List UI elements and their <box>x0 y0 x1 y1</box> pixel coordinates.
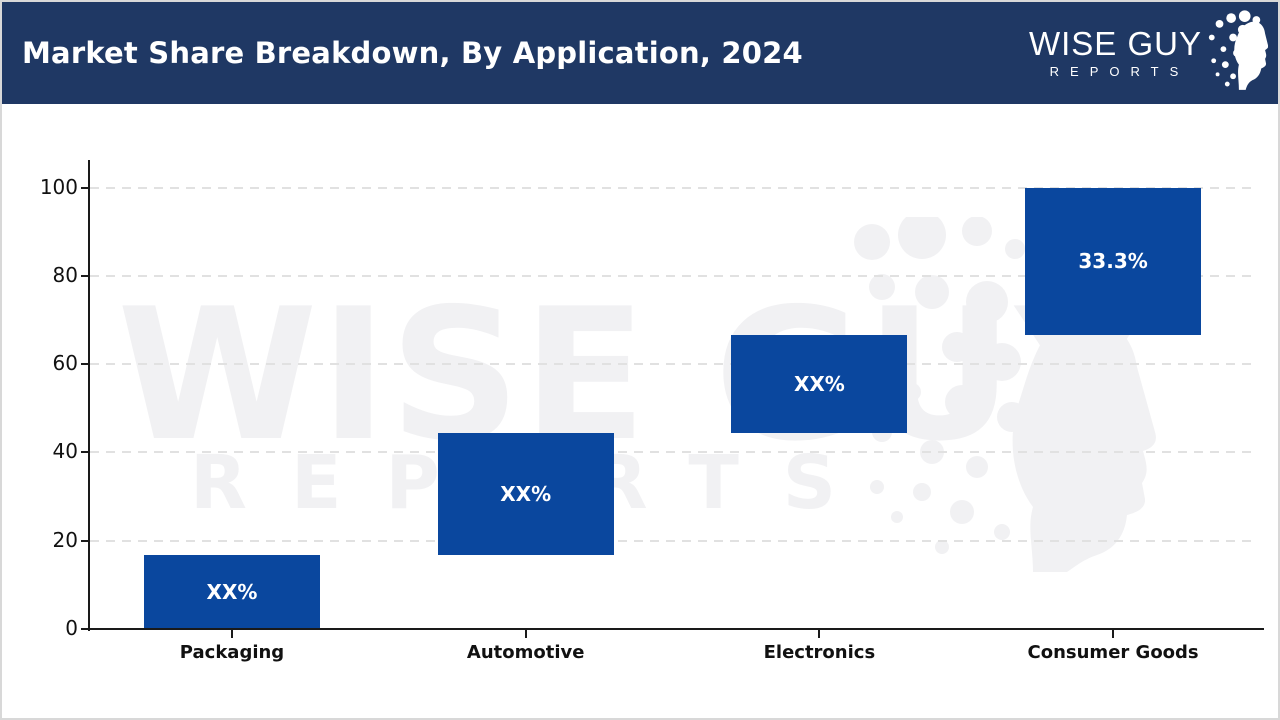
y-tick-label: 0 <box>65 616 78 640</box>
x-tick-mark <box>1112 630 1115 638</box>
page-title: Market Share Breakdown, By Application, … <box>22 36 803 70</box>
x-axis-baseline <box>88 628 1264 630</box>
bar-packaging: XX% <box>144 555 320 629</box>
y-tick-label: 40 <box>52 439 78 464</box>
wise-guy-logo: WISE GUY REPORTS <box>1029 2 1268 104</box>
watermark-dotted-face-icon <box>850 217 1156 572</box>
bar-value-label: XX% <box>500 481 552 506</box>
y-tick-mark <box>81 186 88 189</box>
gridline-40 <box>90 451 1256 454</box>
x-tick-mark <box>818 630 821 638</box>
x-category-label: Automotive <box>466 642 585 663</box>
bar-value-label: XX% <box>206 580 258 605</box>
bar-value-label: XX% <box>793 371 845 396</box>
bar-electronics: XX% <box>731 334 908 433</box>
x-category-label: Consumer Goods <box>1027 642 1199 663</box>
x-tick-mark <box>231 630 233 638</box>
y-tick-mark <box>81 628 88 630</box>
y-tick-mark <box>81 539 88 542</box>
bar-automotive: XX% <box>437 432 614 556</box>
gridline-80 <box>90 274 1256 277</box>
y-tick-label: 80 <box>52 262 78 287</box>
y-axis-spine <box>88 160 90 631</box>
bar-value-label: 33.3% <box>1078 249 1148 273</box>
y-tick-mark <box>81 363 88 366</box>
x-category-label: Electronics <box>763 642 876 663</box>
x-tick-mark <box>524 630 527 638</box>
gridline-20 <box>90 539 1256 542</box>
header-bar: Market Share Breakdown, By Application, … <box>2 2 1278 104</box>
logo-name: WISE GUY <box>1028 25 1202 62</box>
y-tick-label: 100 <box>39 174 78 199</box>
dotted-face-icon <box>1208 10 1268 90</box>
x-category-label: Packaging <box>179 642 285 663</box>
y-tick-mark <box>81 451 88 454</box>
logo-text: WISE GUY REPORTS <box>1029 27 1202 79</box>
bar-consumer-goods: 33.3% <box>1025 187 1202 335</box>
y-tick-label: 20 <box>52 527 78 552</box>
gridline-100 <box>90 186 1256 189</box>
logo-tagline: REPORTS <box>1049 64 1190 79</box>
y-tick-label: 60 <box>52 351 78 376</box>
y-tick-mark <box>81 274 88 277</box>
gridline-60 <box>90 363 1256 366</box>
